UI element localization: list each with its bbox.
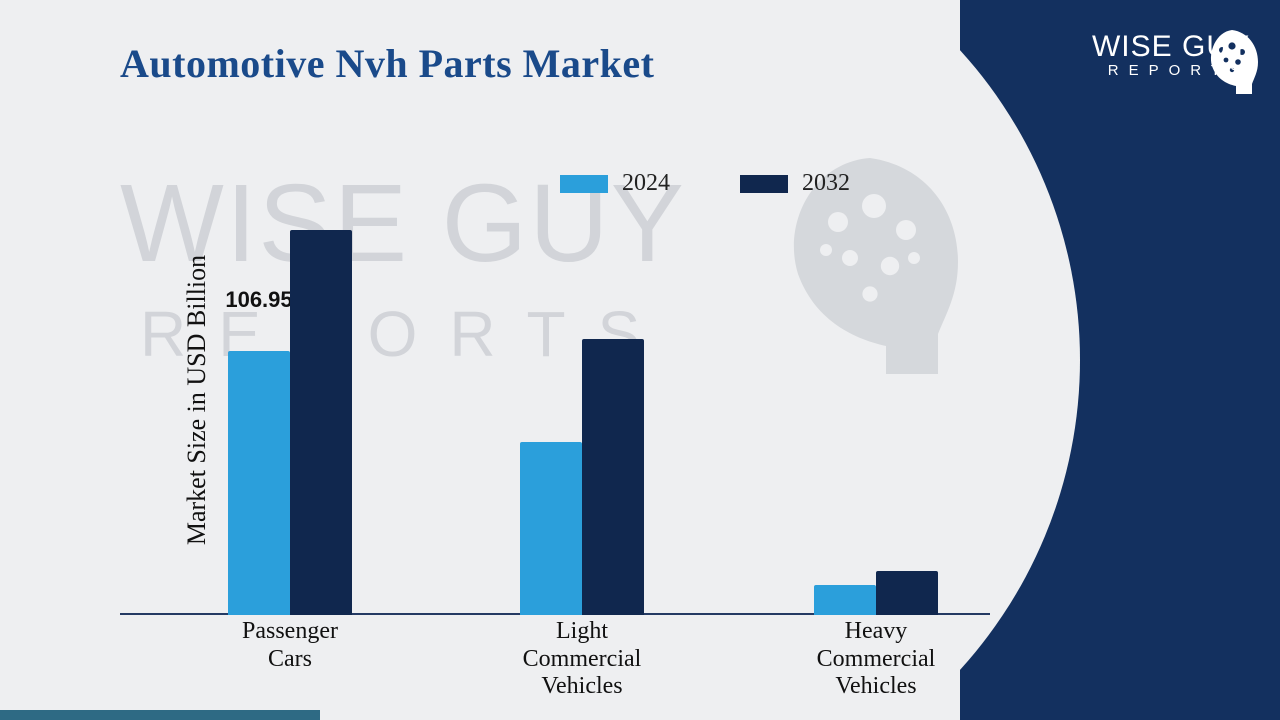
legend-swatch-2032	[740, 175, 788, 193]
bar-2032	[290, 230, 352, 615]
bar-group	[520, 339, 644, 616]
legend: 2024 2032	[560, 170, 850, 197]
bar-2032	[582, 339, 644, 616]
category-label: LightCommercialVehicles	[482, 618, 682, 701]
category-label: HeavyCommercialVehicles	[776, 618, 976, 701]
bar-2024	[228, 351, 290, 615]
footer-accent	[0, 710, 320, 720]
brand-logo: WISE GUY REPORTS	[1092, 30, 1250, 79]
bar-2024	[520, 442, 582, 615]
legend-swatch-2024	[560, 175, 608, 193]
bar-group	[228, 230, 352, 615]
bar-2032	[876, 571, 938, 615]
legend-label-2024: 2024	[622, 170, 670, 197]
stage: WISE GUY REPORTS WISE GUY REPORTS Automo…	[0, 0, 1280, 720]
bar-group	[814, 571, 938, 615]
plot-area: 106.95	[120, 220, 990, 615]
legend-label-2032: 2032	[802, 170, 850, 197]
legend-item-2032: 2032	[740, 170, 850, 197]
brand-line2: REPORTS	[1092, 62, 1250, 79]
legend-item-2024: 2024	[560, 170, 670, 197]
brand-line1: WISE GUY	[1092, 30, 1250, 64]
chart-title: Automotive Nvh Parts Market	[120, 40, 655, 87]
bar-2024	[814, 585, 876, 615]
category-label: PassengerCars	[190, 618, 390, 673]
